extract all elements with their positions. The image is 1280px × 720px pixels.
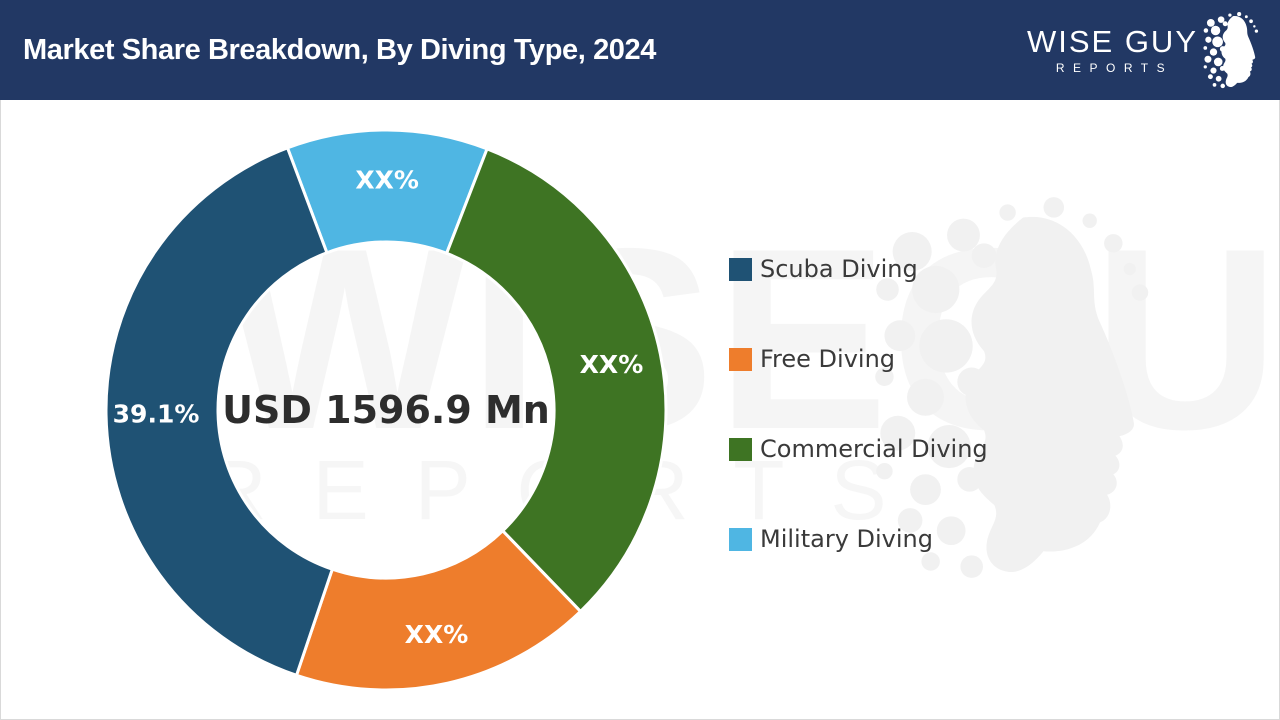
- logo-subtitle: REPORTS: [1055, 61, 1174, 75]
- legend-swatch: [729, 437, 752, 461]
- slice-percent-label: XX%: [405, 620, 469, 649]
- legend-label: Scuba Diving: [760, 255, 918, 283]
- legend-label: Commercial Diving: [760, 435, 988, 463]
- legend-item: Commercial Diving: [729, 437, 988, 461]
- slice-percent-label: 39.1%: [113, 399, 200, 428]
- donut-slice-commercial-diving: [445, 147, 668, 613]
- legend-label: Military Diving: [760, 525, 933, 553]
- page-title: Market Share Breakdown, By Diving Type, …: [23, 33, 656, 66]
- header-bar: Market Share Breakdown, By Diving Type, …: [0, 0, 1280, 100]
- legend-swatch: [729, 527, 752, 551]
- legend-swatch: [729, 257, 752, 281]
- legend-item: Free Diving: [729, 347, 988, 371]
- donut-chart: XX% XX% XX% 39.1%: [104, 128, 668, 692]
- wiseguy-logo: WISE GUY REPORTS: [1027, 11, 1280, 89]
- donut-slice-scuba-diving: [104, 146, 334, 677]
- chart-legend: Scuba Diving Free Diving Commercial Diving…: [729, 257, 988, 551]
- legend-label: Free Diving: [760, 345, 896, 373]
- legend-item: Scuba Diving: [729, 257, 988, 281]
- legend-swatch: [729, 347, 752, 371]
- logo-wordmark: WISE GUY: [1026, 24, 1198, 59]
- legend-item: Military Diving: [729, 527, 988, 551]
- slice-percent-label: XX%: [580, 350, 644, 379]
- slice-percent-label: XX%: [355, 166, 419, 195]
- logo-face-icon: [1203, 12, 1259, 89]
- logo-text: WISE GUY REPORTS: [1026, 24, 1198, 76]
